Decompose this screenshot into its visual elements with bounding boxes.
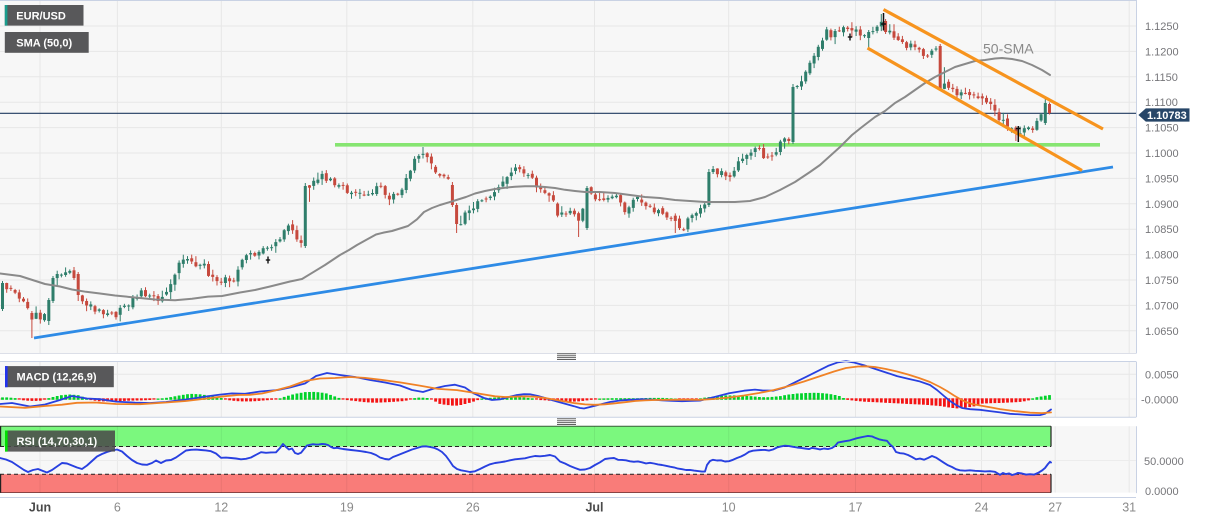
svg-text:19: 19	[340, 500, 354, 514]
svg-text:1.1150: 1.1150	[1145, 72, 1178, 84]
svg-text:24: 24	[975, 500, 989, 514]
svg-text:0.0000: 0.0000	[1145, 486, 1179, 498]
svg-text:1.1250: 1.1250	[1145, 21, 1179, 33]
svg-text:1.0800: 1.0800	[1145, 250, 1179, 262]
svg-text:RSI (14,70,30,1): RSI (14,70,30,1)	[17, 436, 98, 448]
svg-text:26: 26	[466, 500, 480, 514]
svg-text:1.1100: 1.1100	[1145, 97, 1178, 109]
svg-text:1.0700: 1.0700	[1145, 300, 1179, 312]
svg-text:-0.0000: -0.0000	[1141, 394, 1178, 406]
svg-text:0.0050: 0.0050	[1145, 369, 1179, 381]
svg-text:50.0000: 50.0000	[1144, 456, 1184, 468]
svg-text:10: 10	[722, 500, 736, 514]
svg-text:1.0850: 1.0850	[1145, 224, 1179, 236]
svg-text:EUR/USD: EUR/USD	[16, 10, 66, 22]
svg-text:Jun: Jun	[29, 500, 51, 514]
svg-text:50-SMA: 50-SMA	[983, 41, 1034, 57]
svg-text:1.0950: 1.0950	[1145, 173, 1179, 185]
svg-text:1.0650: 1.0650	[1145, 326, 1179, 338]
svg-text:1.0900: 1.0900	[1145, 199, 1179, 211]
svg-text:1.1000: 1.1000	[1145, 148, 1179, 160]
svg-text:12: 12	[214, 500, 228, 514]
svg-text:1.0750: 1.0750	[1145, 275, 1179, 287]
svg-text:MACD (12,26,9): MACD (12,26,9)	[17, 372, 97, 384]
svg-text:27: 27	[1048, 500, 1062, 514]
svg-text:6: 6	[114, 500, 121, 514]
svg-text:1.10783: 1.10783	[1147, 110, 1187, 122]
svg-text:17: 17	[849, 500, 863, 514]
svg-text:1.1200: 1.1200	[1145, 46, 1179, 58]
svg-text:31: 31	[1122, 500, 1136, 514]
svg-text:1.1050: 1.1050	[1145, 123, 1179, 135]
svg-text:SMA (50,0): SMA (50,0)	[16, 37, 72, 49]
svg-text:Jul: Jul	[585, 500, 603, 514]
